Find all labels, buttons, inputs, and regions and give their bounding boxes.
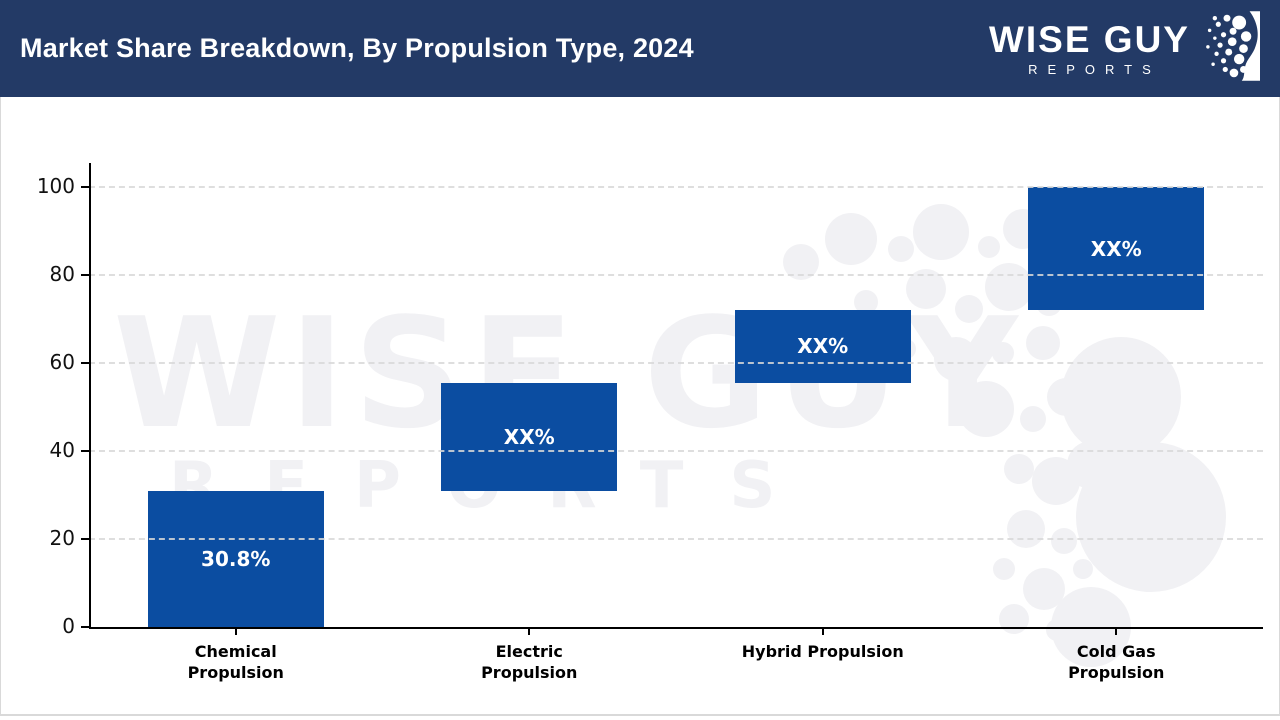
y-tick-label: 80 — [49, 262, 75, 286]
y-tick-mark — [81, 274, 89, 276]
bar-segment: 30.8% — [147, 491, 324, 627]
wiseguy-logo: WISE GUY REPORTS — [989, 6, 1260, 91]
category-label: Cold Gas Propulsion — [1068, 642, 1165, 682]
y-tick-label: 100 — [36, 174, 75, 198]
y-tick-mark — [81, 186, 89, 188]
y-tick-mark — [81, 626, 89, 628]
category-label: Chemical Propulsion — [187, 642, 284, 682]
header: Market Share Breakdown, By Propulsion Ty… — [0, 0, 1280, 97]
gridline — [89, 538, 1263, 540]
x-tick-mark — [234, 627, 237, 635]
x-tick-mark — [528, 627, 531, 635]
gridline — [89, 362, 1263, 364]
category-label: Hybrid Propulsion — [741, 642, 904, 661]
gridline — [89, 450, 1263, 452]
logo-wordmark: WISE GUY — [988, 19, 1190, 60]
bar-value-label: 30.8% — [201, 547, 271, 572]
bar-segment: XX% — [734, 310, 911, 383]
x-axis-spine — [89, 627, 1263, 629]
bar-segment: XX% — [1028, 187, 1205, 311]
logo-subtitle: REPORTS — [1028, 62, 1161, 77]
y-tick-label: 20 — [49, 526, 75, 550]
y-tick-label: 40 — [49, 438, 75, 462]
bar-segment: XX% — [441, 382, 618, 492]
x-tick-mark — [1115, 627, 1118, 635]
y-tick-mark — [81, 538, 89, 540]
y-tick-label: 60 — [49, 350, 75, 374]
y-tick-mark — [81, 362, 89, 364]
category-label: Electric Propulsion — [481, 642, 578, 682]
gridline — [89, 186, 1263, 188]
bar-value-label: XX% — [503, 425, 555, 450]
y-tick-mark — [81, 450, 89, 452]
logo-text: WISE GUY REPORTS — [989, 21, 1190, 76]
y-tick-label: 0 — [62, 614, 75, 638]
wiseguy-head-icon — [1194, 6, 1260, 91]
y-axis-spine — [89, 163, 91, 629]
page-title: Market Share Breakdown, By Propulsion Ty… — [20, 33, 694, 63]
bar-value-label: XX% — [1090, 236, 1142, 261]
chart-region: WISE GUY REPORTS — [0, 97, 1280, 716]
gridline — [89, 274, 1263, 276]
bar-value-label: XX% — [797, 334, 849, 359]
x-tick-mark — [821, 627, 824, 635]
